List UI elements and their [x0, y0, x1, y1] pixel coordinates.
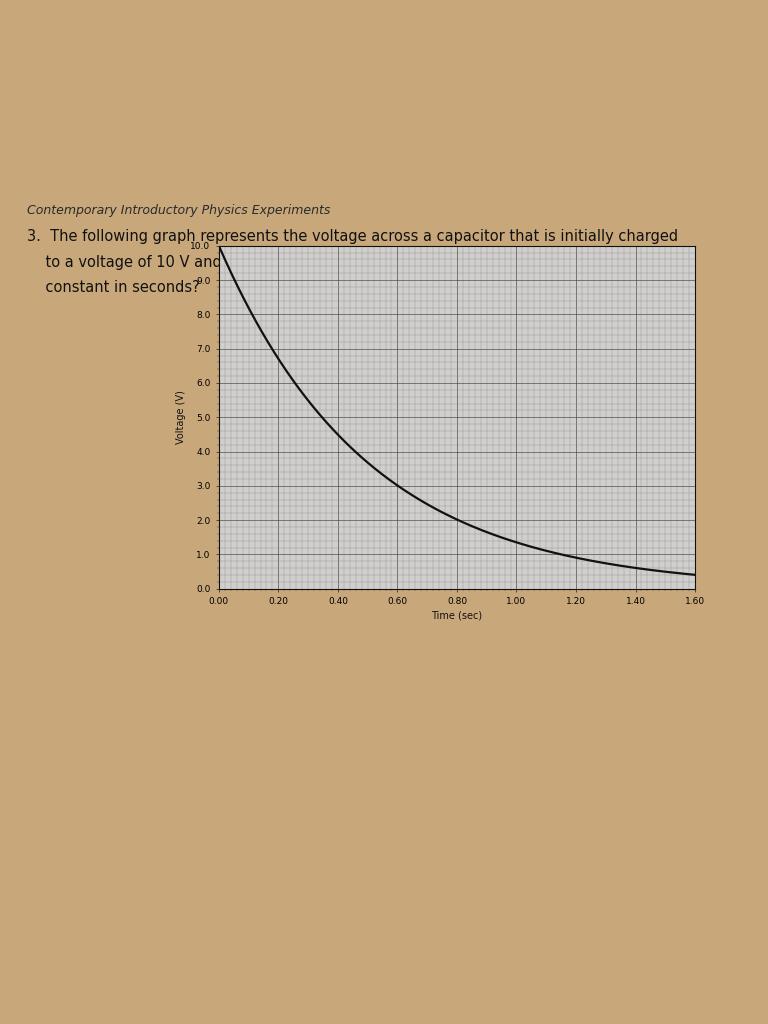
Text: Contemporary Introductory Physics Experiments: Contemporary Introductory Physics Experi… [27, 204, 330, 217]
Text: constant in seconds?: constant in seconds? [27, 281, 200, 295]
Text: 3.  The following graph represents the voltage across a capacitor that is initia: 3. The following graph represents the vo… [27, 229, 678, 245]
Text: to a voltage of 10 V and then discharged through a resistor.  What is the RC tim: to a voltage of 10 V and then discharged… [27, 255, 640, 269]
Y-axis label: Voltage (V): Voltage (V) [176, 390, 187, 444]
X-axis label: Time (sec): Time (sec) [432, 610, 482, 621]
